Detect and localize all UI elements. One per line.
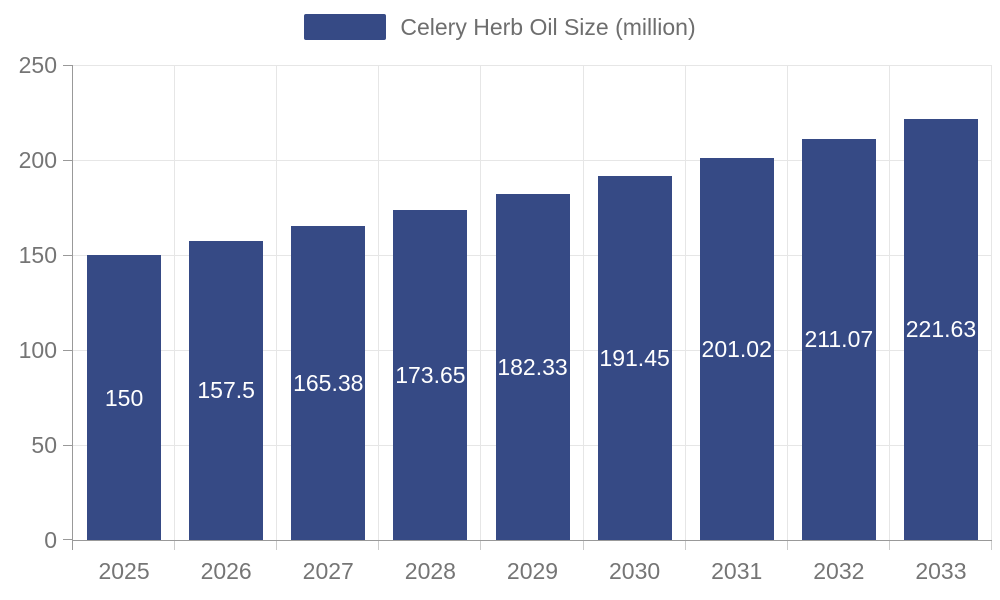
x-axis-tick (684, 541, 686, 550)
y-axis-tick (63, 350, 72, 351)
bar[interactable]: 182.33 (495, 193, 570, 540)
y-axis-label: 0 (44, 527, 57, 553)
bar-value-label: 173.65 (395, 362, 466, 389)
bar[interactable]: 221.63 (903, 118, 978, 540)
bar-value-label: 182.33 (497, 353, 568, 380)
x-axis-label: 2028 (404, 558, 456, 584)
y-axis-label: 150 (18, 242, 57, 268)
y-axis-tick (63, 160, 72, 161)
bar-value-label: 211.07 (804, 326, 874, 353)
bar[interactable]: 165.38 (291, 225, 366, 540)
bar[interactable]: 211.07 (801, 138, 876, 540)
gridline-vertical (786, 65, 788, 540)
bar[interactable]: 201.02 (699, 158, 774, 540)
y-axis-line (72, 65, 73, 540)
gridline-vertical (480, 65, 482, 540)
gridline-vertical (684, 65, 686, 540)
gridline-vertical (991, 65, 992, 540)
x-axis-tick (480, 541, 482, 550)
x-axis-label: 2025 (98, 558, 150, 584)
plot-area: 0 50 100 150 200 250 150 2025 157.5 2026 165.38 202… (19, 52, 992, 584)
gridline-vertical (174, 65, 176, 540)
x-axis-label: 2027 (302, 558, 354, 584)
x-axis-tick (991, 541, 992, 550)
y-axis-label: 200 (18, 147, 57, 173)
x-axis-line (72, 540, 992, 541)
x-axis-tick (582, 541, 584, 550)
x-axis-tick (72, 541, 73, 550)
gridline-horizontal (73, 160, 992, 161)
bar-value-label: 201.02 (701, 336, 772, 363)
bar[interactable]: 173.65 (393, 210, 468, 540)
bar-value-label: 221.63 (905, 316, 977, 343)
x-axis-label: 2033 (915, 558, 967, 584)
bar-value-label: 157.5 (197, 377, 255, 404)
x-axis-tick (174, 541, 176, 550)
x-axis-label: 2026 (200, 558, 252, 584)
x-axis-label: 2029 (506, 558, 559, 584)
x-axis-tick (888, 541, 890, 550)
bar-value-label: 165.38 (293, 369, 364, 396)
y-axis-tick (63, 255, 72, 256)
gridline-vertical (378, 65, 380, 540)
legend-label: Celery Herb Oil Size (million) (400, 14, 696, 40)
bar[interactable]: 157.5 (189, 240, 264, 540)
x-axis-label: 2032 (813, 558, 865, 584)
x-axis-label: 2030 (609, 558, 661, 584)
x-axis-label: 2031 (711, 558, 763, 584)
x-axis-tick (378, 541, 380, 550)
x-axis-tick (786, 541, 788, 550)
legend-swatch (304, 14, 387, 40)
legend[interactable]: Celery Herb Oil Size (million) (0, 14, 1000, 40)
y-axis-label: 50 (31, 432, 57, 458)
y-axis-label: 100 (18, 337, 57, 363)
y-axis-tick (63, 539, 72, 540)
bar-value-label: 191.45 (599, 345, 670, 372)
gridline-vertical (888, 65, 890, 540)
x-axis-tick (276, 541, 278, 550)
y-axis-label: 250 (18, 52, 57, 78)
gridline-horizontal (73, 65, 992, 66)
gridline-vertical (276, 65, 278, 540)
y-axis-tick (63, 445, 72, 446)
bar-value-label: 150 (104, 384, 144, 411)
bar[interactable]: 150 (87, 255, 162, 540)
gridline-vertical (582, 65, 584, 540)
y-axis-tick (63, 65, 72, 66)
bar[interactable]: 191.45 (597, 176, 672, 540)
